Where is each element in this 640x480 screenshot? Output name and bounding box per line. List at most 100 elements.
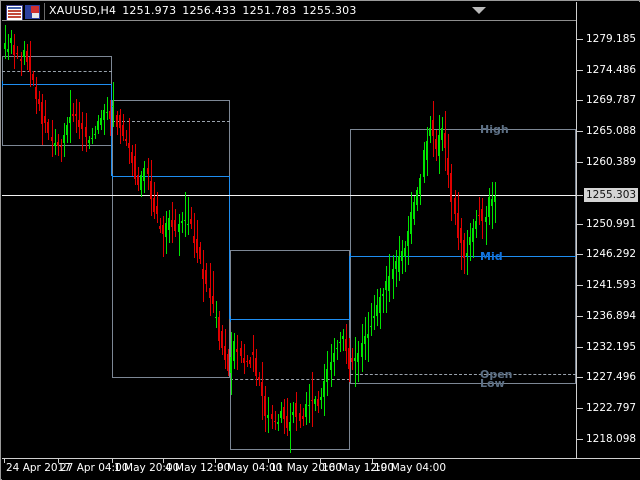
time-tick xyxy=(4,459,5,463)
candle-body xyxy=(283,407,285,420)
candle-body xyxy=(264,396,266,416)
price-tick xyxy=(577,38,583,40)
candle-body xyxy=(236,349,238,352)
candle-body xyxy=(209,288,211,298)
candle-body xyxy=(469,236,471,246)
time-tick-label: 27 Apr 04:00 xyxy=(60,462,129,474)
time-axis[interactable]: 24 Apr 2017 27 Apr 04:00 1 May 20:00 4 May … xyxy=(2,459,640,480)
candle-body xyxy=(286,415,288,428)
candle-wick xyxy=(81,112,83,152)
candle xyxy=(295,391,297,431)
candle-body xyxy=(150,180,152,199)
candle xyxy=(292,402,294,424)
plot-bottom-border xyxy=(2,458,640,459)
time-tick-label: 4 May 12:00 xyxy=(165,462,231,474)
candle xyxy=(122,114,124,142)
candle xyxy=(85,113,87,153)
period-box-left-edge xyxy=(112,100,113,377)
candle-wick xyxy=(370,303,372,336)
price-tick-label: 1269.787 xyxy=(586,94,637,107)
candle xyxy=(373,294,375,331)
candle xyxy=(308,384,310,424)
candle-wick xyxy=(178,213,180,256)
candle xyxy=(153,182,155,219)
candle xyxy=(29,40,31,88)
data-window-icon[interactable] xyxy=(6,5,23,21)
price-tick-label: 1241.593 xyxy=(586,279,637,292)
candle xyxy=(63,122,65,157)
candle-body xyxy=(333,352,335,363)
candle-body xyxy=(221,331,223,349)
candle xyxy=(435,129,437,161)
candle xyxy=(140,171,142,198)
candle-body xyxy=(299,412,301,421)
candle-body xyxy=(54,142,56,147)
candle-body xyxy=(463,240,465,259)
candle-body xyxy=(491,199,493,207)
plot-right-border xyxy=(576,2,577,459)
candle-body xyxy=(66,124,68,135)
candle xyxy=(230,332,232,395)
candle-body xyxy=(252,351,254,356)
candle xyxy=(134,143,136,185)
candle-body xyxy=(361,343,363,357)
candle-body xyxy=(289,421,291,431)
candle-body xyxy=(137,174,139,185)
candle xyxy=(339,332,341,353)
save-template-icon[interactable] xyxy=(25,5,40,19)
candle xyxy=(258,371,260,386)
candle-body xyxy=(277,421,279,425)
chart-plot-area[interactable]: High Mid Open Low xyxy=(2,21,576,458)
candle-body xyxy=(196,239,198,253)
candle-body xyxy=(41,102,43,125)
candle-body xyxy=(379,296,381,313)
current-price-label: 1255.303 xyxy=(584,188,639,203)
candle-body xyxy=(171,219,173,227)
candle-body xyxy=(364,335,366,345)
candle xyxy=(109,100,111,137)
mid-step-connector xyxy=(111,84,112,176)
candle-body xyxy=(395,261,397,269)
candle-wick xyxy=(69,90,71,143)
candle xyxy=(398,235,400,281)
candle xyxy=(460,217,462,270)
candle xyxy=(357,340,359,383)
chevron-down-marker-icon xyxy=(472,7,486,14)
candle-body xyxy=(292,411,294,416)
candle xyxy=(267,397,269,434)
candle-body xyxy=(128,143,130,148)
candle-body xyxy=(205,270,207,285)
candle-body xyxy=(320,397,322,400)
candle xyxy=(116,110,118,135)
time-tick-label: 9 May 04:00 xyxy=(217,462,283,474)
candle-body xyxy=(478,215,480,217)
price-axis[interactable]: 1279.185 1274.486 1269.787 1265.088 1260.389… xyxy=(577,2,640,458)
candle-body xyxy=(398,256,400,272)
candle xyxy=(246,354,248,367)
candle xyxy=(438,115,440,174)
candle xyxy=(150,160,152,217)
candle xyxy=(26,43,28,71)
candle xyxy=(174,208,176,238)
candle xyxy=(469,222,471,262)
price-tick xyxy=(577,285,583,287)
candle-body xyxy=(323,381,325,397)
candle xyxy=(376,288,378,327)
candle-body xyxy=(199,246,201,260)
candle-wick xyxy=(373,294,375,331)
candle-body xyxy=(116,114,118,127)
candle-body xyxy=(481,209,483,222)
candle-body xyxy=(10,38,12,44)
candle-body xyxy=(404,247,406,257)
candle-body xyxy=(190,219,192,225)
candle-wick xyxy=(485,205,487,245)
period-open-dashed-line xyxy=(230,379,350,380)
candle-body xyxy=(106,111,108,114)
candle-body xyxy=(230,356,232,373)
candle-wick xyxy=(466,230,468,275)
candle xyxy=(243,344,245,375)
candle xyxy=(271,405,273,430)
candle-body xyxy=(450,172,452,202)
candle-body xyxy=(57,142,59,147)
candle xyxy=(171,201,173,243)
